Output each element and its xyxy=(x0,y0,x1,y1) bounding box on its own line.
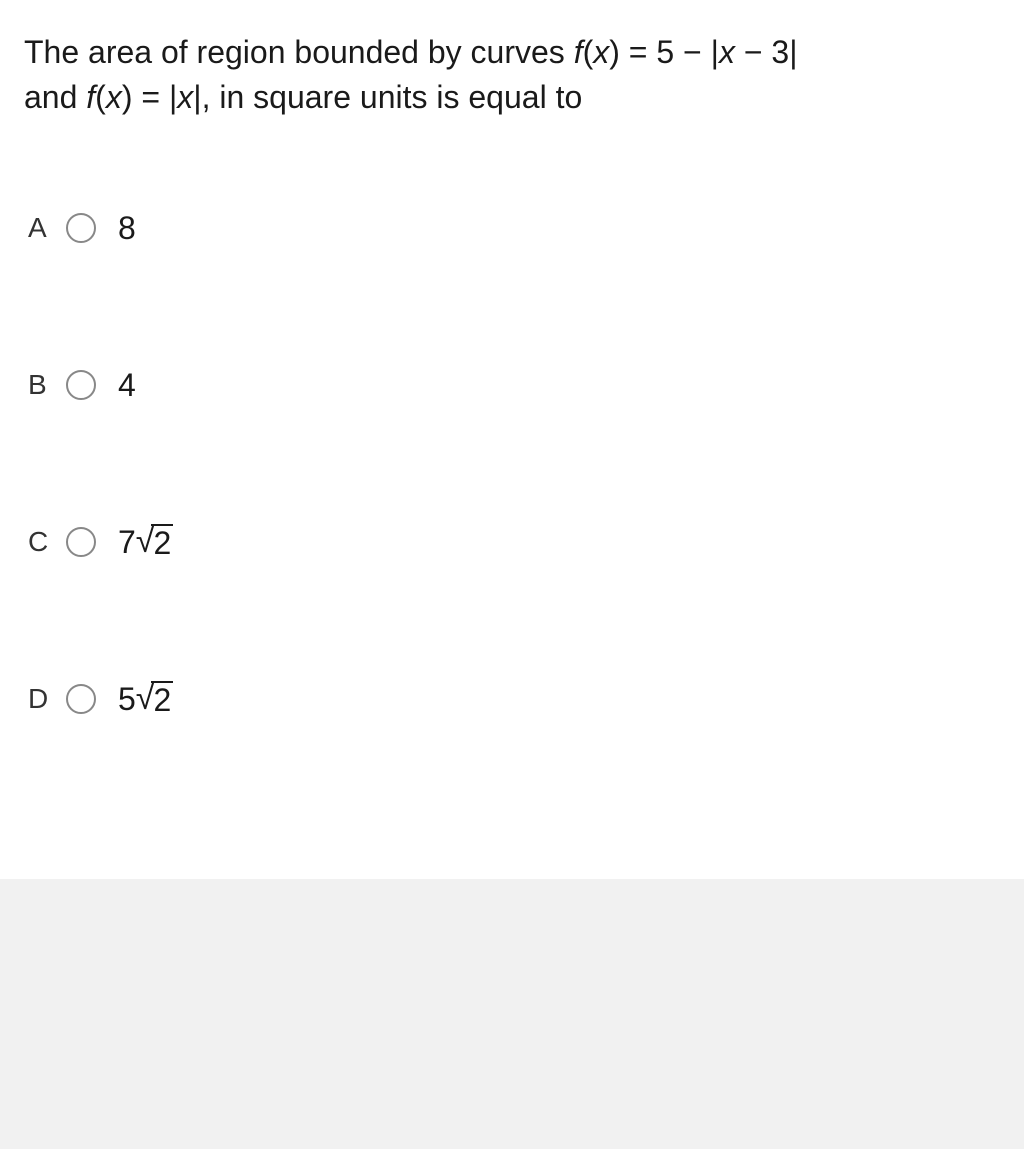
question-func2-f: f xyxy=(86,79,95,115)
question-text: The area of region bounded by curves f(x… xyxy=(24,30,1000,120)
option-c[interactable]: C 7√2 xyxy=(28,524,1000,561)
option-d-radicand: 2 xyxy=(151,681,173,718)
option-b[interactable]: B 4 xyxy=(28,367,1000,404)
option-c-value: 7√2 xyxy=(118,524,173,561)
radio-icon xyxy=(66,213,96,243)
option-a-letter: A xyxy=(28,212,52,244)
bottom-region xyxy=(0,879,1024,1149)
option-d[interactable]: D 5√2 xyxy=(28,681,1000,718)
options-container: A 8 B 4 C 7√2 D 5√2 xyxy=(24,210,1000,718)
question-func2-xvar: x xyxy=(177,79,193,115)
sqrt-icon: √2 xyxy=(136,524,173,561)
sqrt-icon: √2 xyxy=(136,681,173,718)
question-func1-x: (x) xyxy=(583,34,620,70)
option-d-coeff: 5 xyxy=(118,681,136,718)
option-b-value: 4 xyxy=(118,367,136,404)
question-func1-suffix: − 3| xyxy=(735,34,798,70)
question-container: The area of region bounded by curves f(x… xyxy=(0,0,1024,718)
question-func2-x: (x) xyxy=(95,79,132,115)
question-func2-suffix: |, in square units is equal to xyxy=(193,79,582,115)
option-a-value: 8 xyxy=(118,210,136,247)
option-a[interactable]: A 8 xyxy=(28,210,1000,247)
option-d-letter: D xyxy=(28,683,52,715)
question-func1-f: f xyxy=(574,34,583,70)
question-func1-eq: = 5 − | xyxy=(620,34,719,70)
radio-icon xyxy=(66,370,96,400)
question-line2-prefix: and xyxy=(24,79,86,115)
option-d-value: 5√2 xyxy=(118,681,173,718)
option-c-radicand: 2 xyxy=(151,524,173,561)
radio-icon xyxy=(66,527,96,557)
option-c-coeff: 7 xyxy=(118,524,136,561)
radio-icon xyxy=(66,684,96,714)
question-func2-eq: = | xyxy=(132,79,177,115)
question-line1-prefix: The area of region bounded by curves xyxy=(24,34,574,70)
option-c-letter: C xyxy=(28,526,52,558)
option-b-letter: B xyxy=(28,369,52,401)
question-func1-xvar: x xyxy=(719,34,735,70)
